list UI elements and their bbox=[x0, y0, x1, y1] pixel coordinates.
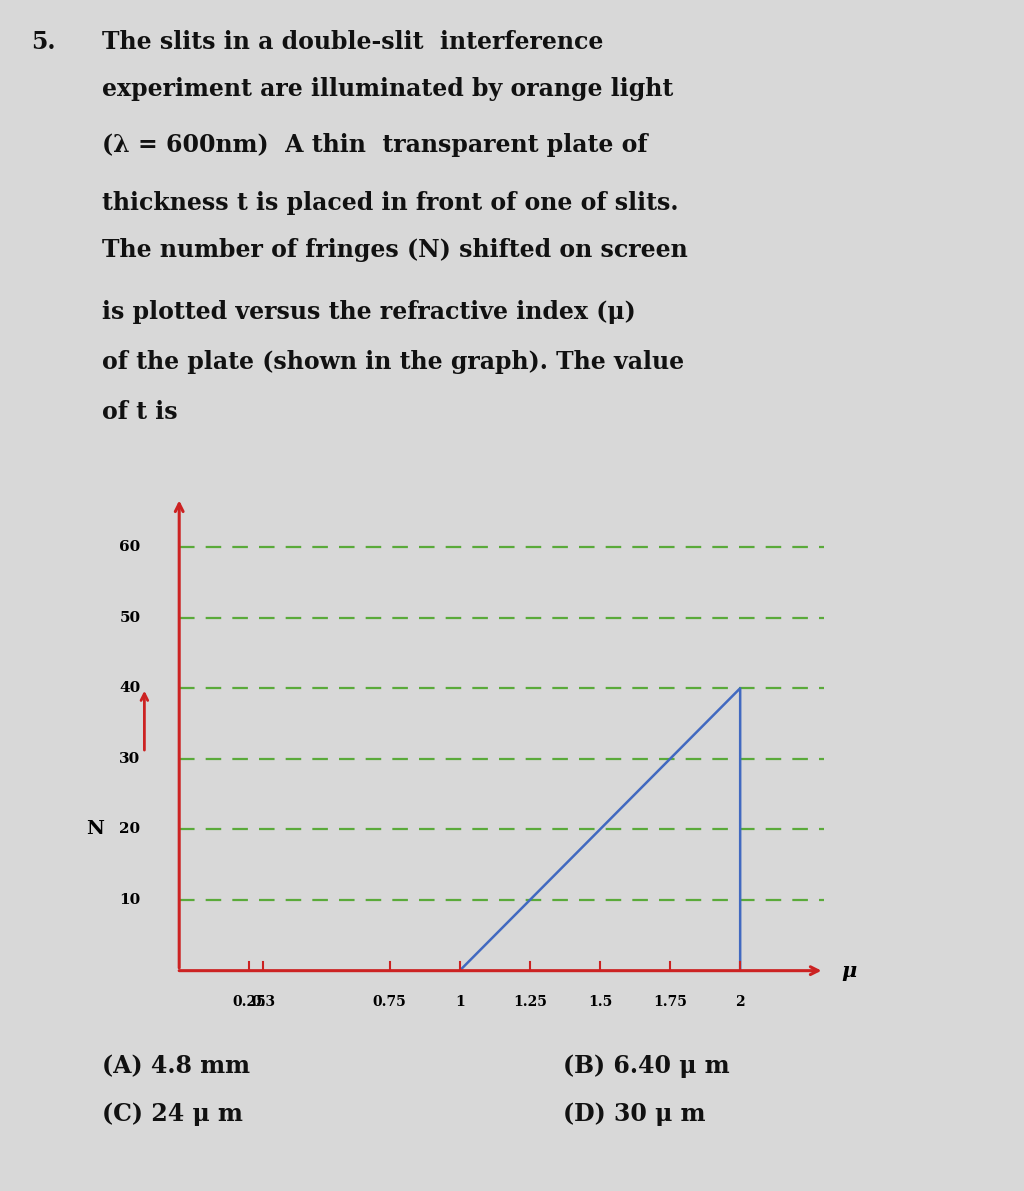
Text: experiment are illuminated by orange light: experiment are illuminated by orange lig… bbox=[102, 77, 674, 101]
Text: 0.75: 0.75 bbox=[373, 996, 407, 1010]
Text: The slits in a double-slit  interference: The slits in a double-slit interference bbox=[102, 30, 604, 54]
Text: 40: 40 bbox=[119, 681, 140, 696]
Text: 5.: 5. bbox=[31, 30, 55, 54]
Text: is plotted versus the refractive index (μ): is plotted versus the refractive index (… bbox=[102, 300, 636, 324]
Text: 30: 30 bbox=[119, 752, 140, 766]
Text: (A) 4.8 mm: (A) 4.8 mm bbox=[102, 1054, 251, 1078]
Text: of the plate (shown in the graph). The value: of the plate (shown in the graph). The v… bbox=[102, 350, 684, 374]
Text: 20: 20 bbox=[120, 823, 140, 836]
Text: thickness t is placed in front of one of slits.: thickness t is placed in front of one of… bbox=[102, 191, 679, 214]
Text: The number of fringes (N) shifted on screen: The number of fringes (N) shifted on scr… bbox=[102, 238, 688, 262]
Text: 2: 2 bbox=[735, 996, 745, 1010]
Text: 10: 10 bbox=[119, 893, 140, 908]
Text: 1.5: 1.5 bbox=[588, 996, 612, 1010]
Text: 0.25: 0.25 bbox=[232, 996, 266, 1010]
Text: 50: 50 bbox=[120, 611, 140, 624]
Text: N: N bbox=[86, 821, 104, 838]
Text: (C) 24 μ m: (C) 24 μ m bbox=[102, 1102, 244, 1125]
Text: μ: μ bbox=[841, 961, 856, 980]
Text: 0.3: 0.3 bbox=[251, 996, 275, 1010]
Text: 1.25: 1.25 bbox=[513, 996, 547, 1010]
Text: 60: 60 bbox=[119, 540, 140, 554]
Text: (B) 6.40 μ m: (B) 6.40 μ m bbox=[563, 1054, 730, 1078]
Text: of t is: of t is bbox=[102, 400, 178, 424]
Text: (λ = 600nm)  A thin  transparent plate of: (λ = 600nm) A thin transparent plate of bbox=[102, 133, 648, 157]
Text: 1: 1 bbox=[455, 996, 465, 1010]
Text: 1.75: 1.75 bbox=[653, 996, 687, 1010]
Text: (D) 30 μ m: (D) 30 μ m bbox=[563, 1102, 706, 1125]
